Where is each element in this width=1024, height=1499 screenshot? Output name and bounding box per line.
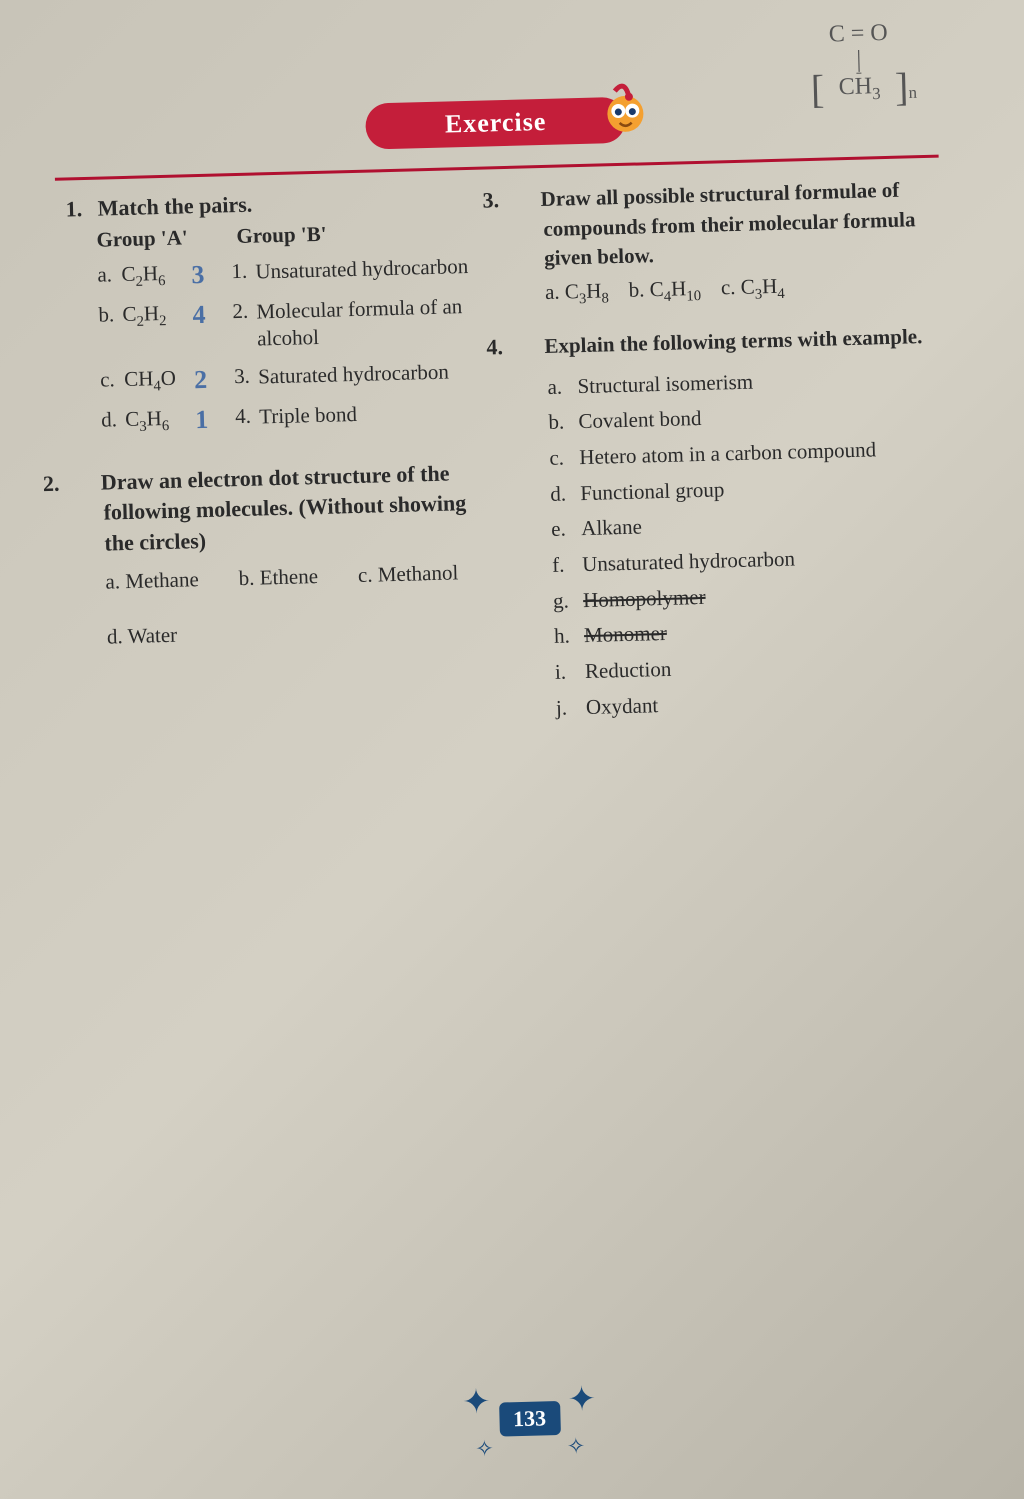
formula-item: a. C3H8: [545, 278, 609, 309]
row-formula: C2H6: [121, 260, 192, 291]
handwritten-answer: 3: [191, 259, 232, 290]
splash-decoration-icon: ✧: [566, 1433, 585, 1459]
handwritten-answer: 2: [194, 364, 235, 395]
page-number: 133: [499, 1401, 561, 1437]
item-text: Monomer: [584, 616, 668, 654]
q1-number: 1.: [65, 196, 94, 223]
splash-decoration-icon: ✦: [567, 1379, 597, 1420]
group-b-text: Saturated hydrocarbon: [258, 357, 488, 390]
match-row: c.CH4O23.Saturated hydrocarbon: [100, 357, 488, 397]
item-letter: f.: [552, 547, 583, 583]
q2-compound-list: a. Methane b. Ethene c. Methanol d. Water: [105, 559, 494, 649]
match-row: b.C2H242.Molecular formula of an alcohol: [98, 293, 486, 358]
question-4: 4.Explain the following terms with examp…: [516, 321, 943, 727]
mascot-icon: [594, 78, 656, 140]
compound-item: a. Methane: [105, 567, 199, 594]
item-letter: a.: [547, 369, 578, 405]
row-formula: CH4O: [124, 365, 195, 396]
q4-term-list: a.Structural isomerismb.Covalent bondc. H…: [547, 359, 943, 726]
handwritten-answer: 4: [192, 299, 233, 330]
item-letter: c.: [549, 440, 580, 476]
item-letter: i.: [555, 654, 586, 690]
question-1: 1. Match the pairs. Group 'A' Group 'B' …: [65, 186, 488, 438]
compound-item: c. Methanol: [358, 560, 459, 588]
exercise-banner: Exercise: [365, 97, 626, 150]
question-2: 2.Draw an electron dot structure of the …: [72, 457, 494, 650]
q3-formula-list: a. C3H8 b. C4H10 c. C3H4: [545, 269, 933, 308]
row-letter: d.: [101, 407, 126, 433]
polymer-formula-fragment: [ C = O | CH3 ]n: [809, 19, 917, 113]
row-letter: a.: [97, 262, 122, 288]
item-letter: b.: [548, 404, 579, 440]
formula-item: b. C4H10: [628, 275, 701, 306]
row-formula: C2H2: [122, 300, 193, 331]
row-letter: c.: [100, 367, 125, 393]
item-text: Structural isomerism: [577, 364, 753, 404]
item-letter: d.: [550, 476, 581, 512]
formula-n: n: [908, 83, 917, 102]
item-text: Homopolymer: [583, 580, 706, 619]
row-letter: b.: [98, 302, 123, 328]
group-b-header: Group 'B': [236, 222, 327, 249]
compound-item: d. Water: [107, 623, 178, 650]
item-letter: e.: [551, 511, 582, 547]
match-row: a.C2H631.Unsaturated hydrocarbon: [97, 253, 485, 293]
right-column: 3.Draw all possible structural formulae …: [512, 174, 943, 727]
group-a-header: Group 'A': [96, 224, 237, 253]
formula-co: C = O: [828, 20, 888, 48]
match-row: d.C3H614.Triple bond: [101, 397, 489, 437]
row-formula: C3H6: [125, 405, 196, 436]
question-3: 3.Draw all possible structural formulae …: [512, 174, 932, 310]
q4-text: 4.Explain the following terms with examp…: [516, 321, 934, 363]
group-b-text: Triple bond: [259, 397, 489, 430]
group-headers: Group 'A' Group 'B': [96, 218, 484, 253]
left-column: 1. Match the pairs. Group 'A' Group 'B' …: [65, 186, 496, 739]
group-b-text: Molecular formula of an alcohol: [256, 293, 486, 354]
q2-text: 2.Draw an electron dot structure of the …: [72, 457, 491, 560]
q1-title: Match the pairs.: [97, 192, 252, 221]
group-b-number: 1.: [231, 259, 256, 285]
splash-decoration-icon: ✦: [462, 1382, 492, 1423]
item-letter: h.: [554, 618, 585, 654]
formula-item: c. C3H4: [721, 273, 785, 304]
q3-text: 3.Draw all possible structural formulae …: [512, 174, 931, 274]
compound-item: b. Ethene: [238, 564, 318, 591]
item-letter: j.: [555, 690, 586, 726]
item-text: Functional group: [580, 472, 725, 511]
page-number-badge: ✦ ✦ ✧ ✧ 133: [484, 1388, 576, 1450]
group-b-number: 4.: [235, 403, 260, 429]
content-columns: 1. Match the pairs. Group 'A' Group 'B' …: [15, 173, 993, 740]
formula-ch3: CH3: [838, 73, 880, 100]
splash-decoration-icon: ✧: [475, 1436, 494, 1462]
item-text: Reduction: [585, 652, 672, 690]
item-text: Alkane: [581, 510, 643, 547]
exercise-label: Exercise: [445, 107, 547, 140]
handwritten-answer: 1: [195, 404, 236, 435]
group-b-number: 2.: [232, 299, 257, 325]
group-b-number: 3.: [234, 363, 259, 389]
item-text: Oxydant: [585, 688, 658, 726]
item-text: Covalent bond: [578, 401, 702, 440]
group-b-text: Unsaturated hydrocarbon: [255, 253, 485, 286]
item-letter: g.: [553, 583, 584, 619]
item-text: Unsaturated hydrocarbon: [582, 542, 796, 583]
page-container: [ C = O | CH3 ]n Exercise 1. Match the p…: [11, 8, 1013, 1492]
